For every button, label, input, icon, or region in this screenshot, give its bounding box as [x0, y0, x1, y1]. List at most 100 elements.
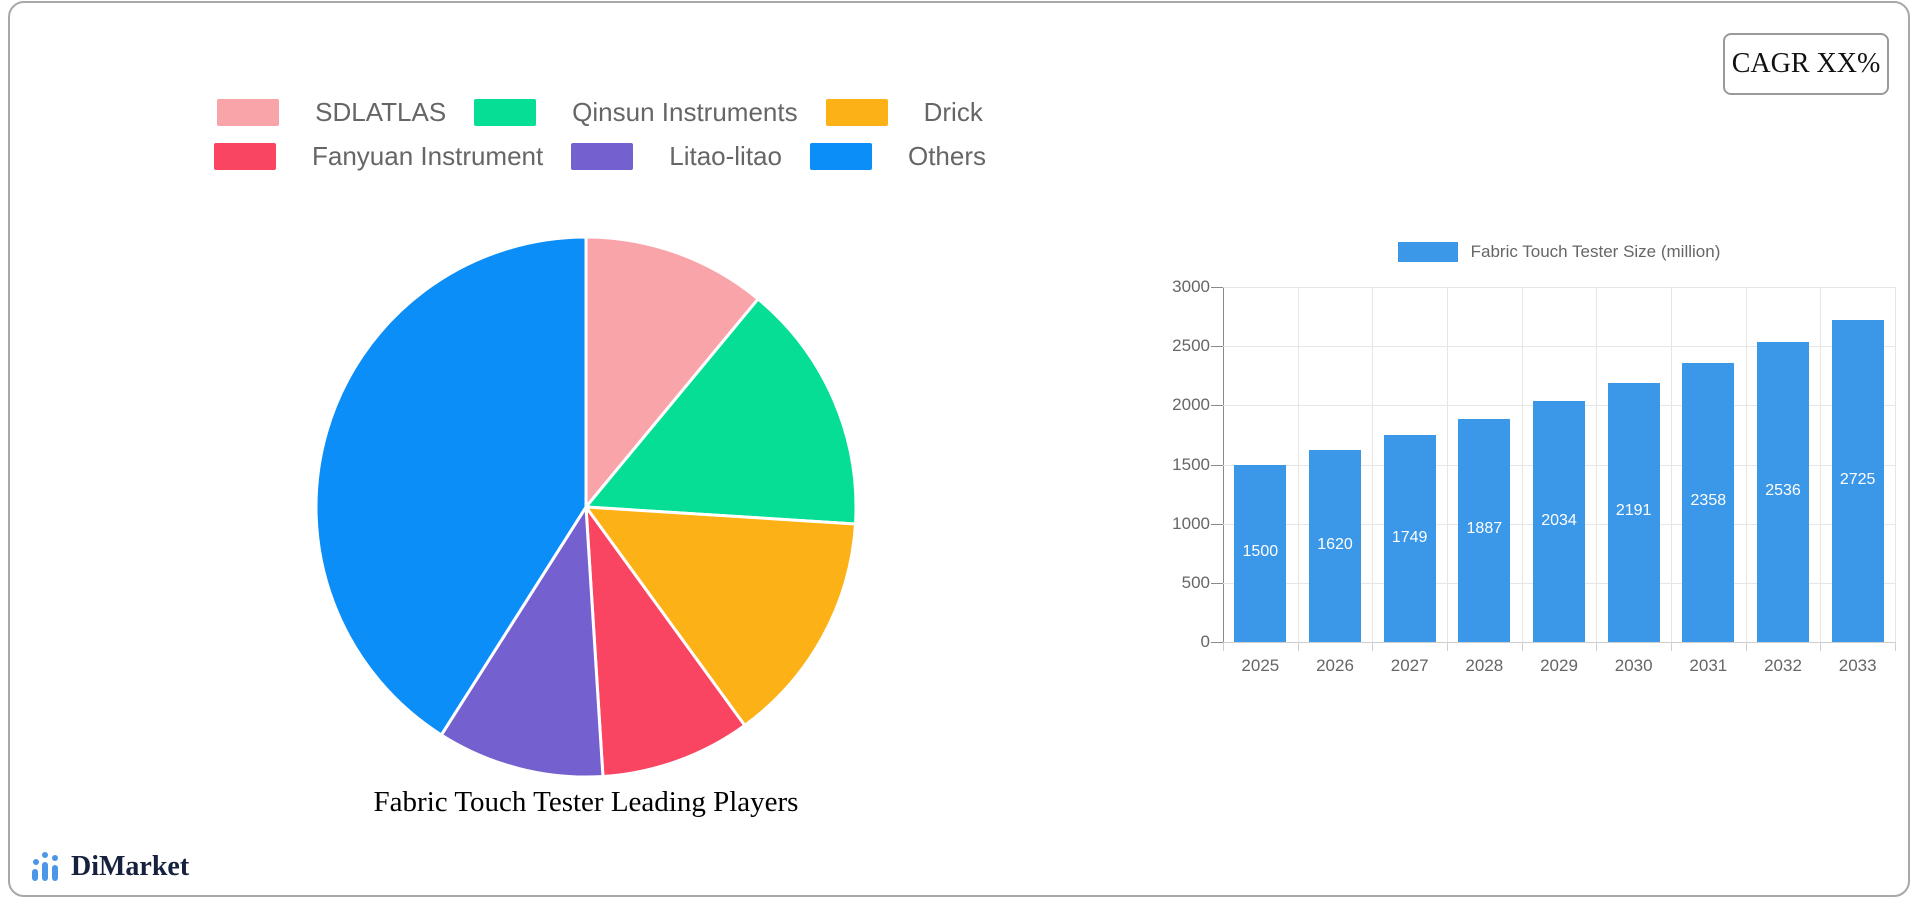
- pie-chart: [314, 235, 858, 779]
- bar-value-label: 2191: [1615, 502, 1652, 520]
- y-tick-label: 0: [1200, 632, 1210, 651]
- x-tick-label: 2025: [1241, 656, 1280, 675]
- bar-value-label: 1500: [1242, 543, 1279, 561]
- legend-label: Litao-litao: [669, 141, 782, 171]
- x-axis-tick: [1447, 642, 1448, 651]
- legend-label: Others: [907, 141, 986, 171]
- cagr-badge: CAGR XX%: [1723, 33, 1889, 95]
- gridline-vertical: [1521, 287, 1523, 642]
- gridline-vertical: [1745, 287, 1747, 642]
- report-card: CAGR XX% SDLATLAS Qinsun Instruments Drick…: [8, 1, 1910, 897]
- legend-swatch: [474, 99, 537, 126]
- y-tick-label: 1000: [1172, 513, 1210, 533]
- gridline-horizontal: [1223, 346, 1895, 348]
- legend-label: Qinsun Instruments: [572, 97, 798, 127]
- bar-value-label: 1620: [1317, 536, 1353, 554]
- legend-item-sdlatlas[interactable]: SDLATLAS: [217, 97, 446, 128]
- x-tick-label: 2027: [1390, 656, 1429, 675]
- gridline-vertical: [1297, 287, 1299, 642]
- bar-value-label: 2536: [1765, 481, 1801, 499]
- gridline-vertical: [1671, 287, 1672, 642]
- legend-swatch: [214, 143, 276, 170]
- y-axis-line: [1223, 287, 1224, 651]
- y-axis-tick: [1211, 464, 1223, 466]
- legend-item-litao-litao[interactable]: Litao-litao: [571, 141, 782, 172]
- x-axis-tick: [1820, 642, 1822, 651]
- brand-logo-text: DiMarket: [71, 851, 190, 882]
- y-tick-label: 3000: [1172, 277, 1210, 296]
- bar-legend-item[interactable]: Fabric Touch Tester Size (million): [1223, 242, 1895, 262]
- pie-slice-others: [314, 235, 588, 737]
- x-axis-tick: [1223, 642, 1224, 651]
- bar-value-label: 2358: [1690, 492, 1727, 510]
- brand-logo: DiMarket: [30, 849, 189, 885]
- bar-2028: [1458, 418, 1511, 642]
- bar-value-label: 2725: [1839, 470, 1876, 488]
- x-axis-tick: [1895, 642, 1896, 651]
- pie-legend: SDLATLAS Qinsun Instruments Drick Fanyuan I…: [150, 97, 1050, 172]
- gridline-vertical: [1372, 287, 1374, 642]
- bar-legend-swatch: [1397, 242, 1458, 262]
- x-axis-tick: [1745, 642, 1747, 651]
- pie-slice-litao-litao: [439, 505, 605, 779]
- bar-2031: [1682, 362, 1735, 642]
- bar-plot-area: 1500 1620 1749 1887 2034 2191 2358 2536 2725: [1223, 287, 1896, 642]
- pie-slice-sdlatlas: [584, 235, 760, 509]
- y-tick-label: 1500: [1172, 454, 1210, 474]
- gridline-vertical: [1596, 287, 1598, 642]
- legend-item-fanyuan-instrument[interactable]: Fanyuan Instrument: [214, 141, 543, 172]
- pie-chart-title: Fabric Touch Tester Leading Players: [373, 786, 799, 818]
- x-axis-tick: [1521, 642, 1523, 651]
- pie-slice-qinsun-instruments: [584, 297, 858, 526]
- x-axis-line: [1223, 642, 1895, 643]
- x-tick-label: 2026: [1316, 656, 1354, 675]
- y-axis-tick: [1211, 287, 1223, 288]
- legend-item-others[interactable]: Others: [809, 141, 986, 172]
- bar-2030: [1607, 382, 1660, 642]
- legend-row: Fanyuan Instrument Litao-litao Others: [150, 141, 1050, 172]
- legend-swatch: [825, 99, 888, 126]
- x-tick-label: 2028: [1465, 656, 1504, 675]
- x-tick-label: 2032: [1764, 656, 1802, 675]
- bar-chart: Fabric Touch Tester Size (million) 1500 1…: [1148, 242, 1920, 702]
- gridline-horizontal: [1223, 287, 1895, 288]
- bar-value-label: 1887: [1466, 520, 1503, 538]
- legend-label: SDLATLAS: [315, 97, 447, 127]
- x-axis-tick: [1372, 642, 1374, 651]
- bar-2032: [1757, 341, 1809, 642]
- cagr-label: CAGR XX%: [1731, 48, 1881, 79]
- x-tick-label: 2031: [1689, 656, 1728, 675]
- bar-value-label: 1749: [1391, 528, 1428, 546]
- y-axis-tick: [1211, 582, 1223, 584]
- y-axis-tick: [1211, 346, 1223, 348]
- legend-label: Drick: [923, 97, 983, 127]
- legend-swatch: [809, 143, 872, 170]
- legend-row: SDLATLAS Qinsun Instruments Drick: [150, 97, 1050, 128]
- legend-swatch: [571, 143, 634, 170]
- legend-swatch: [217, 99, 280, 126]
- bar-2025: [1234, 464, 1287, 642]
- bar-2033: [1831, 319, 1884, 642]
- x-tick-label: 2029: [1540, 656, 1578, 675]
- bar-2027: [1383, 435, 1436, 642]
- legend-item-qinsun-instruments[interactable]: Qinsun Instruments: [474, 97, 798, 128]
- bar-legend-label: Fabric Touch Tester Size (million): [1470, 242, 1721, 261]
- x-axis-tick: [1671, 642, 1672, 651]
- legend-item-drick[interactable]: Drick: [825, 97, 983, 128]
- x-axis-tick: [1297, 642, 1299, 651]
- y-axis-tick: [1211, 523, 1223, 525]
- gridline-vertical: [1447, 287, 1448, 642]
- x-axis-tick: [1596, 642, 1598, 651]
- y-axis-tick: [1211, 642, 1223, 643]
- bar-chart-icon: [32, 852, 58, 881]
- bar-value-label: 2034: [1541, 511, 1577, 529]
- x-tick-label: 2033: [1838, 656, 1877, 675]
- pie-slice-fanyuan-instrument: [584, 505, 747, 778]
- gridline-vertical: [1895, 287, 1896, 642]
- y-tick-label: 2000: [1172, 395, 1210, 415]
- pie-slice-drick: [584, 505, 857, 727]
- y-tick-label: 2500: [1172, 336, 1210, 356]
- x-tick-label: 2030: [1614, 656, 1653, 675]
- y-axis-tick: [1211, 405, 1223, 407]
- y-tick-label: 500: [1181, 572, 1210, 592]
